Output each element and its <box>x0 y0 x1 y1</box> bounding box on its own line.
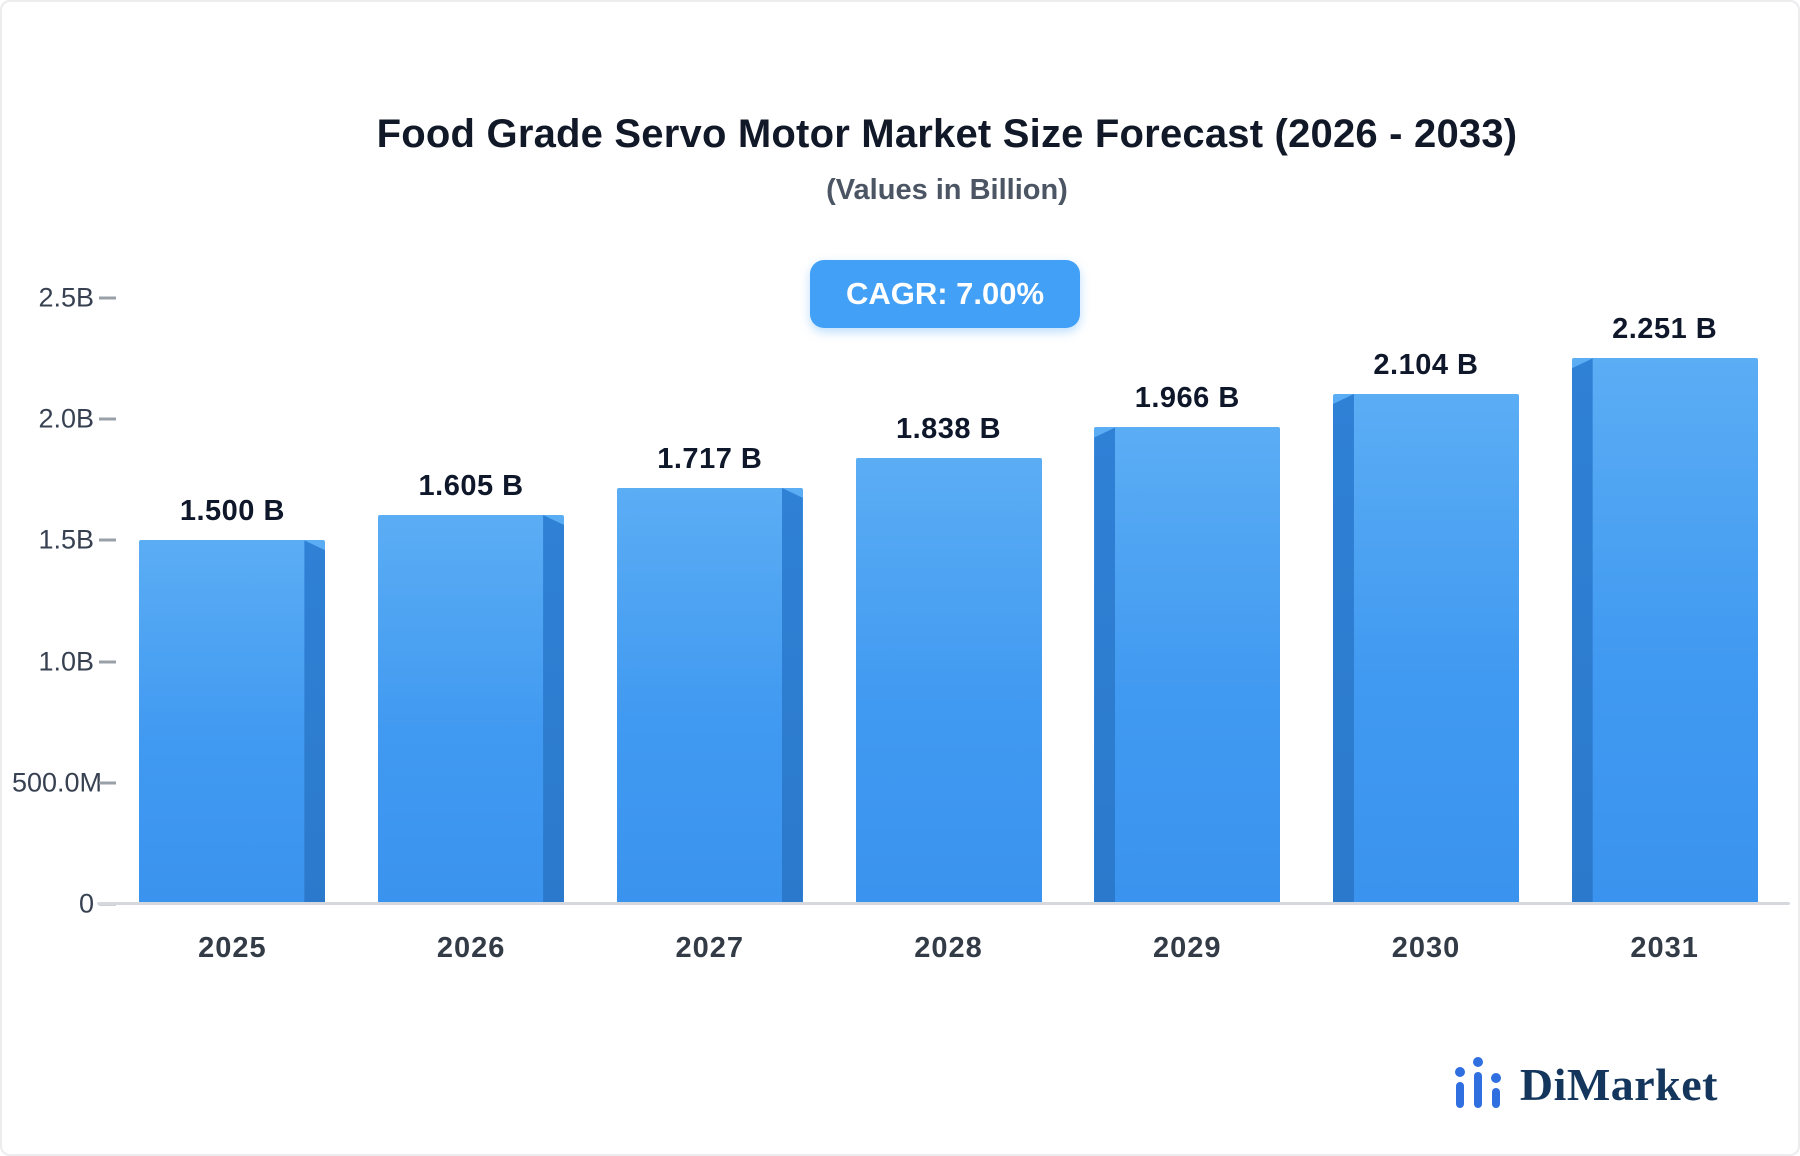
bar <box>139 540 326 904</box>
bar-group: 2.104 B <box>1332 349 1519 904</box>
bar <box>1332 394 1519 904</box>
y-tick-mark <box>99 417 116 421</box>
bar-group: 2.251 B <box>1571 313 1758 904</box>
bar-side-shade <box>1571 358 1593 904</box>
bar-value-label: 2.104 B <box>1373 349 1479 381</box>
bar-value-label: 1.500 B <box>179 495 285 528</box>
x-axis-label: 2026 <box>436 932 506 964</box>
y-tick-mark <box>99 781 116 785</box>
bar <box>616 487 803 904</box>
bar-chart-icon <box>1454 1057 1501 1108</box>
bar <box>1571 358 1758 904</box>
bar-slot: 1.966 B <box>1068 298 1307 904</box>
x-axis-label: 2029 <box>1152 932 1222 964</box>
bar-slot: 2.104 B <box>1307 298 1546 904</box>
x-axis-label: 2027 <box>675 932 745 964</box>
logo-text: DiMarket <box>1519 1058 1718 1110</box>
y-tick-mark <box>99 538 116 542</box>
bar-value-label: 2.251 B <box>1612 313 1718 346</box>
bar-side-shade <box>543 514 565 904</box>
x-axis-line <box>97 902 1790 905</box>
y-tick-mark <box>99 296 116 300</box>
bar-group: 1.838 B <box>855 413 1042 904</box>
chart-subtitle: (Values in Billion) <box>826 174 1068 206</box>
chart-title: Food Grade Servo Motor Market Size Forec… <box>376 112 1518 156</box>
y-tick-label: 2.0B <box>38 403 94 434</box>
y-tick-mark <box>99 660 116 664</box>
bar-group: 1.500 B <box>139 495 326 904</box>
y-tick-label: 2.5B <box>38 282 94 313</box>
bar-group: 1.717 B <box>616 442 803 904</box>
x-axis-label: 2030 <box>1391 932 1461 964</box>
y-tick-label: 1.0B <box>38 646 94 677</box>
x-axis-label: 2031 <box>1630 932 1699 964</box>
bar-value-label: 1.966 B <box>1134 382 1240 415</box>
bars-row: 1.500 B 1.605 B 1.717 B 1.838 B 1.966 B 2.104… <box>113 298 1784 904</box>
bar-slot: 2.251 B <box>1545 298 1784 904</box>
bar-value-label: 1.717 B <box>657 442 763 475</box>
y-tick-label: 0 <box>78 888 94 919</box>
bar-slot: 1.605 B <box>352 298 591 904</box>
y-tick-label: 500.0M <box>11 767 102 798</box>
bar-group: 1.605 B <box>378 469 565 904</box>
bar-slot: 1.500 B <box>113 298 352 904</box>
bar-side-shade <box>1332 394 1354 904</box>
bar-side-shade <box>304 540 326 904</box>
x-axis-label: 2025 <box>198 932 267 964</box>
bar-side-shade <box>781 487 803 904</box>
bar <box>378 514 565 904</box>
plot-area: 1.500 B 1.605 B 1.717 B 1.838 B 1.966 B 2.104… <box>113 298 1784 904</box>
bar-side-shade <box>1094 427 1116 904</box>
y-tick-label: 1.5B <box>38 524 94 555</box>
bar-value-label: 1.838 B <box>895 413 1002 446</box>
cagr-badge: CAGR: 7.00% <box>810 260 1080 328</box>
bar <box>1094 427 1281 904</box>
bar <box>855 458 1042 904</box>
x-axis-label: 2028 <box>914 932 983 964</box>
bar-slot: 1.717 B <box>590 298 829 904</box>
bar-slot: 1.838 B <box>829 298 1068 904</box>
bar-group: 1.966 B <box>1094 382 1281 904</box>
x-axis-labels: 2025 2026 2027 2028 2029 2030 2031 <box>113 932 1784 965</box>
dimarket-logo: DiMarket <box>1450 1056 1718 1112</box>
bar-value-label: 1.605 B <box>418 469 524 502</box>
